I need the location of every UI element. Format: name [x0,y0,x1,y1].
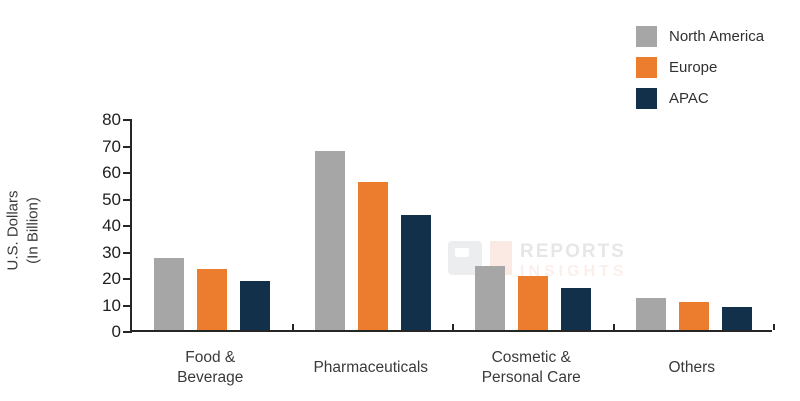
y-tick-label: 70 [102,136,121,156]
bar-north-america [154,258,185,330]
x-axis-labels: Food & Beverage Pharmaceuticals Cosmetic &… [130,344,772,392]
y-tick-mark [123,331,132,333]
bar-group-1 [132,120,293,330]
bar-apac [400,214,431,330]
bar-apac [240,280,271,330]
bar-europe [197,269,228,330]
bar-north-america [635,298,666,330]
y-tick-label: 30 [102,242,121,262]
y-tick-label: 40 [102,216,121,235]
y-tick-mark [123,172,132,174]
x-axis-label: Cosmetic & Personal Care [481,348,581,386]
x-tick-mark [612,324,615,330]
legend-swatch-icon [636,88,657,109]
bar-europe [678,302,709,330]
x-axis-label: Pharmaceuticals [313,358,429,376]
plot-area: REPORTS INSIGHTS 0 10 20 30 40 50 60 70 80 [102,110,775,341]
y-tick-mark [123,119,132,121]
legend-swatch-icon [636,57,657,78]
y-axis-title: U.S. Dollars (In Billion) [4,190,42,271]
bar-north-america [475,266,506,330]
legend-swatch-icon [636,26,657,47]
y-tick-label: 60 [102,163,121,182]
legend: North America Europe APAC [636,26,764,109]
x-tick-mark [452,324,454,330]
legend-item-europe: Europe [636,57,764,78]
bar-apac [561,287,592,330]
bar-group-3 [453,120,614,330]
x-tick-mark [773,324,775,330]
bar-europe [357,181,388,330]
y-tick-mark [123,278,132,280]
y-tick-mark [123,251,132,254]
y-tick-label: 20 [102,269,121,288]
legend-label: APAC [669,90,709,107]
bar-europe [518,275,549,330]
y-tick-label: 0 [111,322,121,341]
x-tick-mark [291,324,294,330]
legend-label: Europe [669,59,718,76]
legend-item-north-america: North America [636,26,764,47]
bar-group-2 [293,120,454,330]
y-tick-mark [123,198,132,201]
y-tick-label: 10 [102,295,121,315]
bar-group-4 [614,120,775,330]
x-axis-label: Food & Beverage [177,348,244,386]
legend-item-apac: APAC [636,88,764,109]
y-tick-label: 50 [102,189,121,209]
y-tick-mark [123,225,132,227]
bar-north-america [314,151,345,330]
y-tick-mark [123,304,132,307]
y-tick-mark [123,145,132,148]
x-axis-label: Others [668,358,715,376]
legend-label: North America [669,28,765,45]
y-tick-label: 80 [102,110,121,129]
bar-apac [721,307,752,330]
